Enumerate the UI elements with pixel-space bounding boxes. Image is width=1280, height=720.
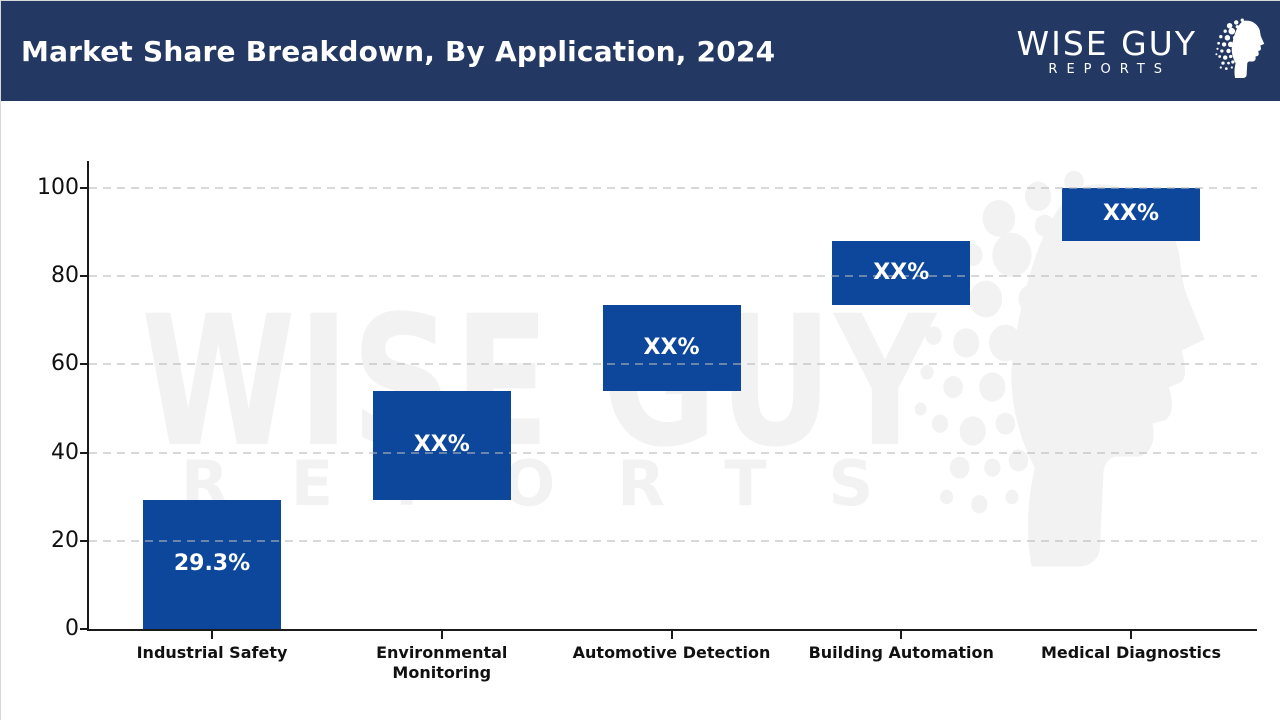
x-tick-environmental-monitoring [440,631,443,639]
y-tick-label-60: 60 [51,351,79,377]
logo-subtext: REPORTS [1048,61,1172,77]
bar-automotive-detection [602,304,741,391]
waterfall-chart: 0 20 40 60 80 100 29.3% Industrial Safety XX% Env… [1,101,1280,720]
y-tick-100 [80,187,88,189]
x-tick-medical-diagnostics [1130,631,1132,639]
bar-industrial-safety [143,499,281,629]
watermark-subtext: REPORTS [181,447,936,520]
x-tick-automotive-detection [670,631,673,639]
header: Market Share Breakdown, By Application, … [1,1,1280,101]
y-tick-60 [80,363,88,366]
x-tick-industrial-safety [211,631,213,639]
watermark-head-profile-icon [914,170,1205,567]
brand-logo-text: WISE GUY REPORTS [1016,27,1197,76]
y-tick-label-0: 0 [65,616,79,641]
gridline-100 [89,187,1257,189]
x-tick-label-environmental-monitoring: Environmental Monitoring [376,643,508,682]
gridline-60 [89,363,1257,366]
page-title: Market Share Breakdown, By Application, … [21,34,776,68]
x-axis-line [87,629,1257,631]
dotted-head-profile-icon [1215,18,1265,78]
chart-area: WISE GUY REPORTS 0 20 40 60 80 100 29.3% Indust… [1,101,1280,720]
x-tick-building-automation [900,631,903,639]
y-tick-0 [80,628,88,630]
bar-value-label-medical-diagnostics: XX% [1103,201,1159,227]
bar-building-automation [832,240,971,305]
gridline-40 [89,451,1257,454]
bar-value-label-building-automation: XX% [873,259,930,285]
y-tick-40 [80,451,88,454]
y-tick-80 [80,275,88,278]
bar-medical-diagnostics [1062,188,1200,241]
bar-value-label-industrial-safety: 29.3% [173,551,251,577]
y-tick-label-100: 100 [37,175,79,200]
logo-wordmark: WISE GUY [1016,23,1197,63]
y-tick-20 [80,539,88,542]
bar-value-label-environmental-monitoring: XX% [413,432,470,458]
x-tick-label-automotive-detection: Automotive Detection [572,643,771,662]
y-tick-label-20: 20 [51,527,79,553]
y-tick-label-40: 40 [51,439,79,465]
y-tick-label-80: 80 [51,263,79,289]
bar-environmental-monitoring [372,390,511,500]
watermark-wordmark: WISE GUY [141,278,938,487]
brand-logo: WISE GUY REPORTS [1016,9,1267,93]
gridline-20 [89,539,1257,542]
x-tick-label-building-automation: Building Automation [808,643,994,662]
x-tick-label-medical-diagnostics: Medical Diagnostics [1040,643,1222,662]
bar-value-label-automotive-detection: XX% [643,334,700,360]
x-tick-label-industrial-safety: Industrial Safety [136,643,288,662]
y-axis-line [87,161,89,631]
gridline-80 [89,275,1257,278]
